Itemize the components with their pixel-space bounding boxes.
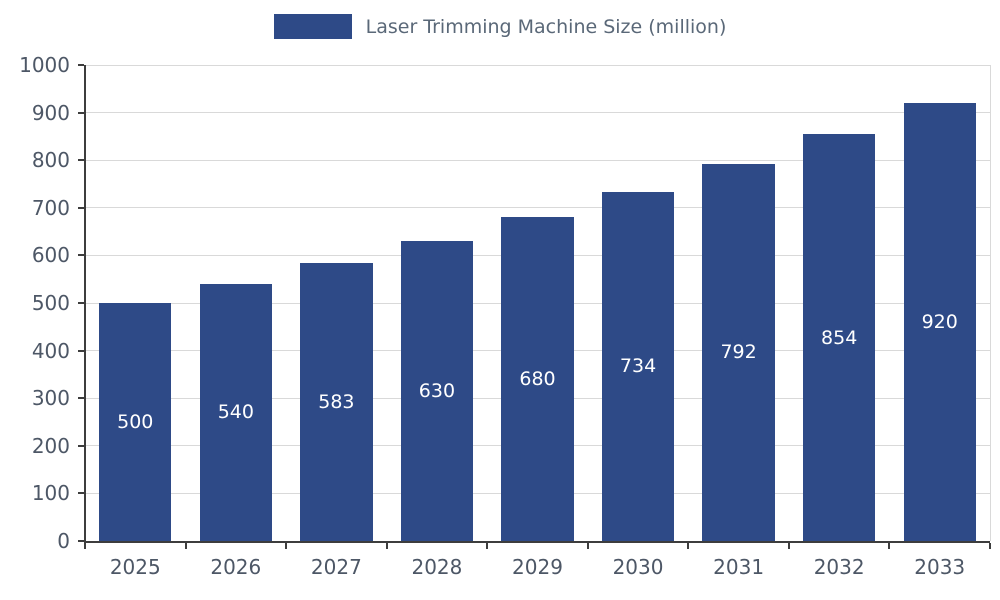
y-axis-tick: [78, 397, 84, 400]
gridline: [85, 64, 990, 66]
y-axis-tick: [78, 64, 84, 66]
y-axis-tick: [78, 444, 84, 447]
y-axis-tick: [78, 111, 84, 114]
x-axis-tick: [184, 543, 187, 549]
x-axis-tick: [989, 543, 991, 549]
x-axis-tick: [888, 543, 891, 549]
bar-value-label: 583: [318, 391, 355, 414]
x-axis-tick-label: 2026: [210, 555, 262, 579]
x-axis-tick: [787, 543, 790, 549]
x-axis-tick-label: 2032: [813, 555, 865, 579]
x-axis-tick-label: 2027: [310, 555, 362, 579]
bar-value-label: 540: [217, 401, 254, 424]
plot-frame-right: [990, 65, 991, 541]
bar-value-label: 792: [720, 341, 757, 364]
bar-value-label: 920: [921, 311, 958, 334]
legend[interactable]: Laser Trimming Machine Size (million): [0, 14, 1000, 39]
x-axis-tick: [586, 543, 589, 549]
bar-value-label: 680: [519, 368, 556, 391]
y-axis-tick-label: 100: [31, 481, 70, 506]
y-axis-tick-label: 600: [31, 243, 70, 268]
bar-value-label: 630: [418, 380, 456, 403]
bar: 920: [903, 103, 976, 541]
x-axis-tick-label: 2031: [713, 555, 765, 579]
y-axis-tick: [78, 254, 84, 257]
y-axis-tick: [78, 302, 84, 304]
bar-value-label: 500: [117, 411, 154, 433]
bar-value-label: 734: [619, 355, 657, 378]
x-axis-tick: [84, 543, 86, 549]
bar: 854: [802, 134, 876, 541]
bar: 630: [400, 241, 474, 541]
y-axis-tick: [78, 540, 84, 542]
x-axis-tick: [285, 543, 288, 549]
bar: 583: [300, 263, 373, 541]
y-axis-tick-label: 700: [31, 195, 70, 220]
gridline: [85, 207, 990, 209]
y-axis-tick-label: 1000: [19, 53, 70, 77]
x-axis-line: [84, 541, 990, 543]
gridline: [85, 112, 990, 114]
y-axis-tick: [78, 492, 84, 495]
y-axis-line: [84, 65, 86, 543]
y-axis-tick-label: 200: [31, 433, 70, 458]
y-axis-tick-label: 500: [31, 291, 70, 315]
bar: 540: [199, 283, 273, 541]
y-axis-tick-label: 300: [31, 386, 70, 411]
y-axis-tick: [78, 159, 84, 162]
x-axis-tick-label: 2030: [612, 555, 664, 579]
x-axis-tick: [486, 543, 489, 549]
x-axis-tick-label: 2029: [512, 555, 563, 579]
bar: 500: [99, 303, 172, 541]
gridline: [85, 159, 990, 161]
y-axis-tick-label: 900: [31, 100, 70, 125]
x-axis-tick: [385, 543, 388, 549]
x-axis-tick-label: 2028: [411, 555, 463, 579]
bar: 792: [702, 164, 775, 541]
y-axis-tick-label: 400: [31, 338, 70, 363]
bar: 734: [601, 191, 675, 541]
x-axis-tick-label: 2025: [109, 555, 161, 579]
legend-swatch-icon: [273, 14, 352, 39]
y-axis-tick-label: 800: [31, 148, 70, 173]
bar: 680: [501, 217, 574, 541]
bar-value-label: 854: [821, 326, 858, 349]
legend-label: Laser Trimming Machine Size (million): [365, 15, 727, 38]
y-axis-tick-label: 0: [57, 529, 70, 553]
y-axis-tick: [78, 206, 84, 209]
y-axis-tick: [78, 349, 84, 352]
x-axis-tick: [687, 543, 690, 549]
x-axis-tick-label: 2033: [914, 555, 966, 579]
